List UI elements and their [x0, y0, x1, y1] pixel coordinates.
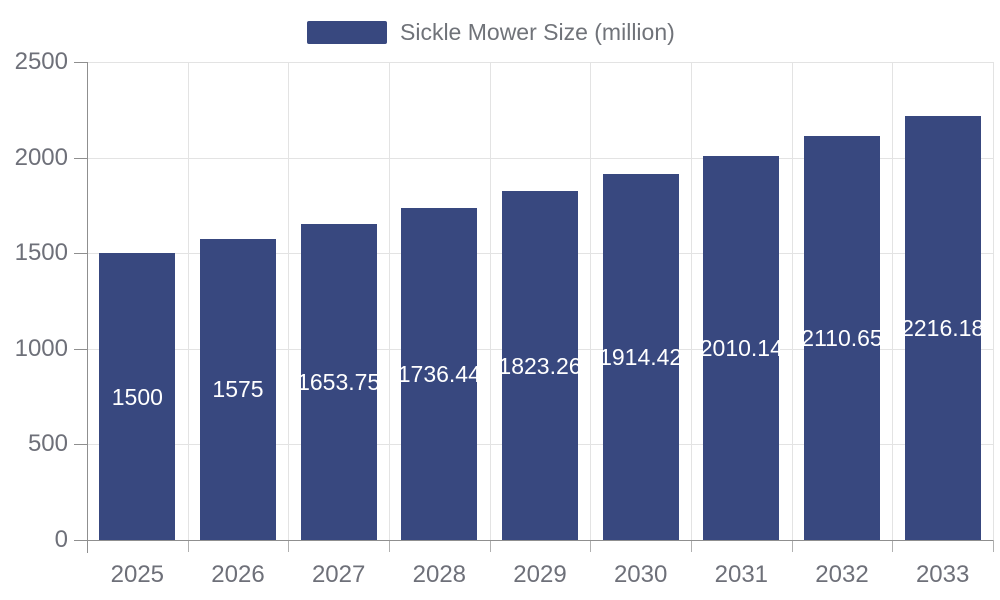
gridline-vertical — [791, 62, 793, 540]
x-axis-tick — [691, 540, 692, 552]
bar[interactable] — [401, 207, 478, 540]
x-axis-tick — [489, 540, 491, 552]
x-axis-tick — [288, 540, 290, 552]
x-axis-label: 2026 — [211, 561, 265, 588]
bar[interactable] — [602, 173, 679, 540]
x-axis-line — [87, 540, 993, 541]
gridline-vertical — [993, 62, 994, 540]
y-axis-label: 2000 — [14, 143, 68, 171]
bar[interactable] — [502, 191, 578, 540]
x-axis-label: 2031 — [714, 561, 769, 588]
y-axis-tick — [74, 157, 87, 159]
bar[interactable] — [904, 116, 981, 540]
y-axis-label: 1000 — [14, 334, 68, 362]
legend-label: Sickle Mower Size (million) — [400, 19, 675, 45]
y-axis-label: 1500 — [14, 239, 68, 267]
x-axis-label: 2032 — [815, 561, 869, 588]
bar[interactable] — [703, 155, 780, 540]
x-axis-label: 2030 — [613, 561, 668, 588]
y-axis-label: 2500 — [14, 48, 68, 75]
gridline-vertical — [489, 62, 491, 540]
x-axis-tick — [993, 540, 994, 552]
gridline-vertical — [691, 62, 692, 540]
y-axis-label: 0 — [54, 526, 68, 553]
bar[interactable] — [200, 238, 276, 540]
gridline-horizontal — [87, 62, 993, 63]
bar[interactable] — [99, 253, 176, 540]
legend-item[interactable]: Sickle Mower Size (million) — [307, 21, 675, 44]
y-axis-tick — [74, 348, 87, 350]
y-axis-line — [87, 62, 88, 553]
x-axis-label: 2028 — [412, 561, 467, 588]
y-axis-tick — [74, 253, 87, 255]
x-axis-label: 2029 — [513, 561, 567, 588]
x-axis-tick — [187, 540, 189, 552]
gridline-vertical — [389, 62, 390, 540]
gridline-vertical — [187, 62, 189, 540]
gridline-horizontal — [87, 157, 993, 159]
x-axis-tick — [892, 540, 894, 552]
bar[interactable] — [804, 136, 880, 540]
gridline-vertical — [590, 62, 592, 540]
x-axis-label: 2025 — [110, 561, 165, 588]
y-axis-label: 500 — [27, 430, 68, 458]
y-axis-tick — [74, 62, 87, 63]
y-axis-tick — [74, 444, 87, 446]
x-axis-tick — [590, 540, 592, 552]
gridline-vertical — [892, 62, 894, 540]
gridline-vertical — [288, 62, 290, 540]
legend-swatch-icon — [307, 21, 387, 44]
x-axis-tick — [389, 540, 390, 552]
x-axis-tick — [791, 540, 793, 552]
x-axis-label: 2027 — [311, 561, 366, 588]
x-axis-label: 2033 — [915, 561, 970, 588]
y-axis-tick — [74, 540, 87, 541]
bar[interactable] — [300, 223, 377, 540]
